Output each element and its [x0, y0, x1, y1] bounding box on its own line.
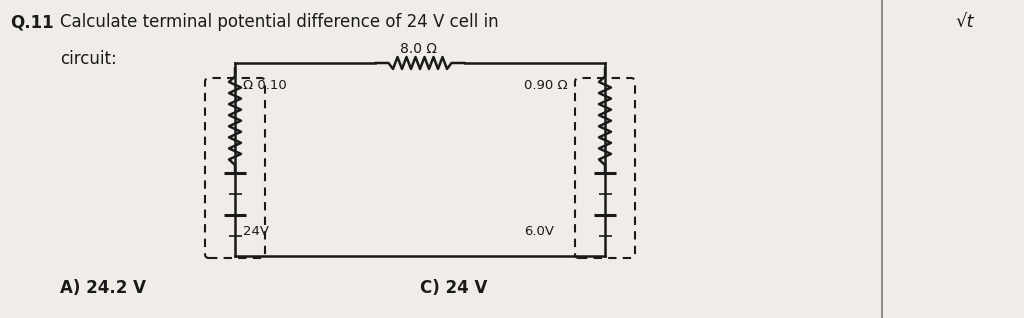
Text: 24V: 24V [243, 225, 269, 238]
Text: Q.11: Q.11 [10, 13, 53, 31]
Text: circuit:: circuit: [60, 50, 117, 68]
Text: 6.0V: 6.0V [524, 225, 554, 238]
Text: 0.90 Ω: 0.90 Ω [524, 79, 567, 92]
Text: 8.0 Ω: 8.0 Ω [399, 42, 436, 56]
Text: C) 24 V: C) 24 V [420, 279, 487, 297]
Text: Ω 0.10: Ω 0.10 [243, 79, 287, 92]
Text: √t: √t [955, 13, 974, 31]
Text: Calculate terminal potential difference of 24 V cell in: Calculate terminal potential difference … [60, 13, 499, 31]
Text: A) 24.2 V: A) 24.2 V [60, 279, 146, 297]
